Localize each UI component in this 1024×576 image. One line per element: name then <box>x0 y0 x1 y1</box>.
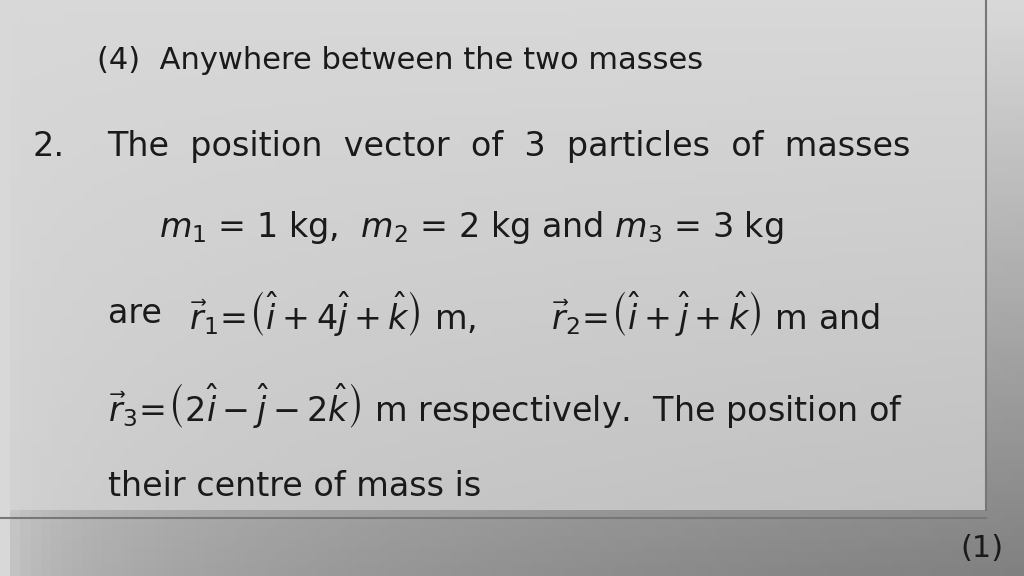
Text: The  position  vector  of  3  particles  of  masses: The position vector of 3 particles of ma… <box>108 130 911 164</box>
Text: 2.: 2. <box>33 130 65 164</box>
Text: $\vec{r}_1\!=\!\left(\hat{i}+4\hat{j}+\hat{k}\right)$ m,: $\vec{r}_1\!=\!\left(\hat{i}+4\hat{j}+\h… <box>189 289 476 339</box>
FancyBboxPatch shape <box>0 0 986 510</box>
Text: (4)  Anywhere between the two masses: (4) Anywhere between the two masses <box>97 46 703 75</box>
Text: (1): (1) <box>961 534 1004 563</box>
Text: are: are <box>108 297 162 331</box>
Text: $\vec{r}_2\!=\!\left(\hat{i}+\hat{j}+\hat{k}\right)$ m and: $\vec{r}_2\!=\!\left(\hat{i}+\hat{j}+\ha… <box>551 289 880 339</box>
Text: $\vec{r}_3\!=\!\left(2\hat{i}-\hat{j}-2\hat{k}\right)$ m respectively.  The posi: $\vec{r}_3\!=\!\left(2\hat{i}-\hat{j}-2\… <box>108 381 902 431</box>
Text: their centre of mass is: their centre of mass is <box>108 470 481 503</box>
Text: $m_1$ = 1 kg,  $m_2$ = 2 kg and $m_3$ = 3 kg: $m_1$ = 1 kg, $m_2$ = 2 kg and $m_3$ = 3… <box>159 209 783 246</box>
